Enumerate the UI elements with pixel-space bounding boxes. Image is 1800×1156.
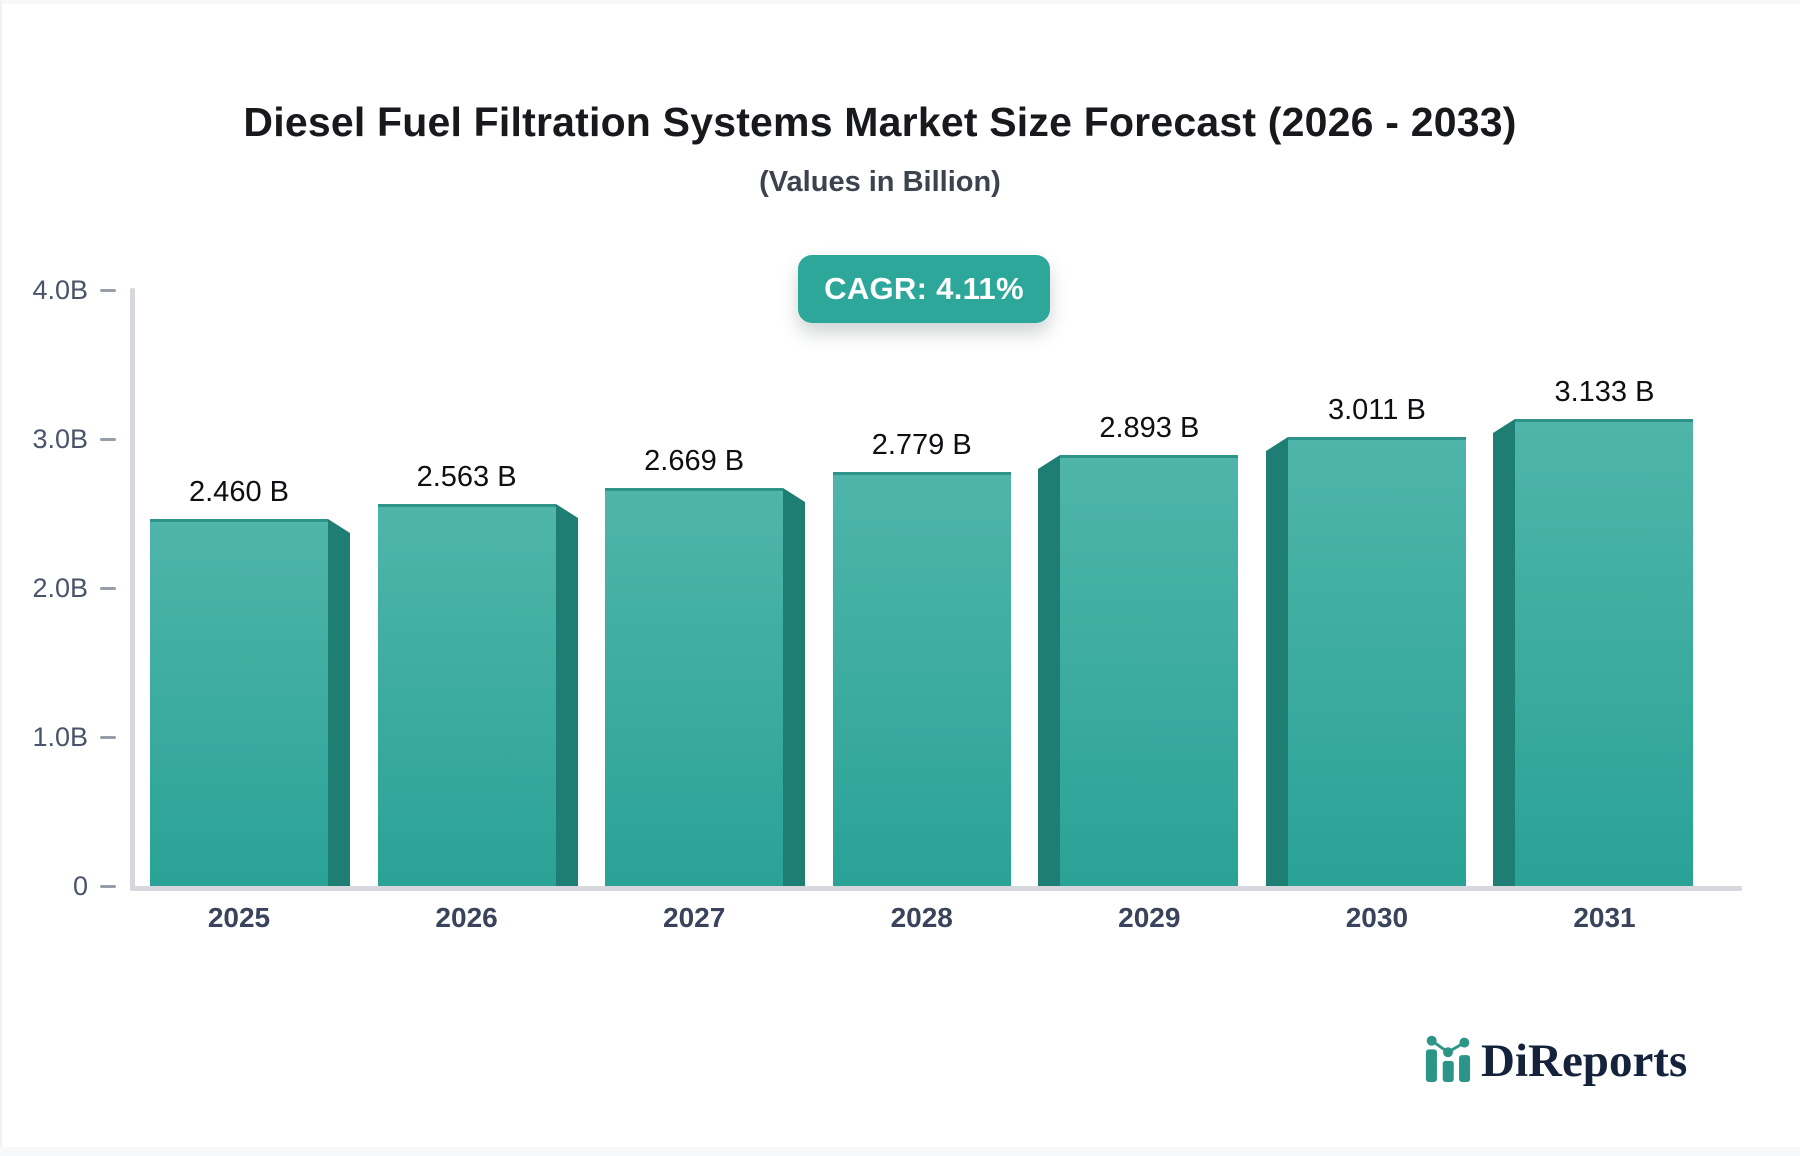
x-tick-label-2031: 2031	[1573, 902, 1636, 933]
y-axis-line	[130, 288, 135, 890]
x-tick-label-2029: 2029	[1118, 902, 1181, 933]
bar-value-label-2030: 3.011 B	[1327, 394, 1426, 426]
bar-2025	[150, 519, 328, 886]
bar-2028	[833, 472, 1011, 886]
x-tick-label-2028: 2028	[890, 902, 953, 933]
bar-side-face-2026	[556, 504, 578, 886]
page-edge-top	[0, 0, 1800, 4]
bar-2030	[1288, 437, 1466, 886]
bar-value-label-2026: 2.563 B	[416, 461, 517, 493]
y-tick-label-1.0B: 1.0B	[32, 722, 88, 752]
x-axis-line	[130, 886, 1742, 891]
bar-2029	[1060, 455, 1238, 886]
bar-side-face-2027	[783, 488, 805, 886]
y-tick-mark	[100, 587, 116, 590]
bar-2027	[605, 488, 783, 886]
chart-subtitle: (Values in Billion)	[759, 166, 1001, 198]
y-tick-label-3.0B: 3.0B	[32, 424, 88, 454]
y-tick-mark	[100, 438, 116, 441]
y-tick-label-4.0B: 4.0B	[32, 275, 88, 305]
page-edge-left	[0, 0, 2, 1156]
x-tick-label-2027: 2027	[663, 902, 726, 933]
bar-value-label-2027: 2.669 B	[644, 445, 745, 477]
y-tick-mark	[100, 736, 116, 739]
bar-line-chart-icon	[1424, 1032, 1472, 1087]
bar-side-face-2030	[1266, 437, 1288, 886]
y-tick-label-0: 0	[72, 871, 88, 901]
bar-2031	[1515, 419, 1693, 886]
bar-value-label-2029: 2.893 B	[1099, 412, 1200, 444]
bar-value-label-2031: 3.133 B	[1554, 376, 1655, 408]
bar-value-label-2028: 2.779 B	[871, 429, 972, 461]
page-edge-bottom	[0, 1147, 1800, 1156]
bar-side-face-2031	[1493, 419, 1515, 886]
cagr-badge: CAGR: 4.11%	[798, 255, 1050, 323]
y-tick-mark	[100, 289, 116, 292]
brand-logo-text: DiReports	[1481, 1035, 1688, 1087]
chart-title: Diesel Fuel Filtration Systems Market Si…	[243, 99, 1517, 145]
x-tick-label-2026: 2026	[435, 902, 498, 933]
bar-value-label-2025: 2.460 B	[189, 476, 289, 508]
bar-side-face-2029	[1038, 455, 1060, 886]
x-tick-label-2030: 2030	[1345, 902, 1409, 933]
x-tick-label-2025: 2025	[207, 902, 271, 933]
bar-side-face-2025	[328, 519, 350, 886]
y-tick-label-2.0B: 2.0B	[32, 573, 88, 603]
bar-2026	[378, 504, 556, 886]
y-tick-mark	[100, 885, 116, 888]
brand-logo: DiReports	[1424, 1032, 1687, 1087]
